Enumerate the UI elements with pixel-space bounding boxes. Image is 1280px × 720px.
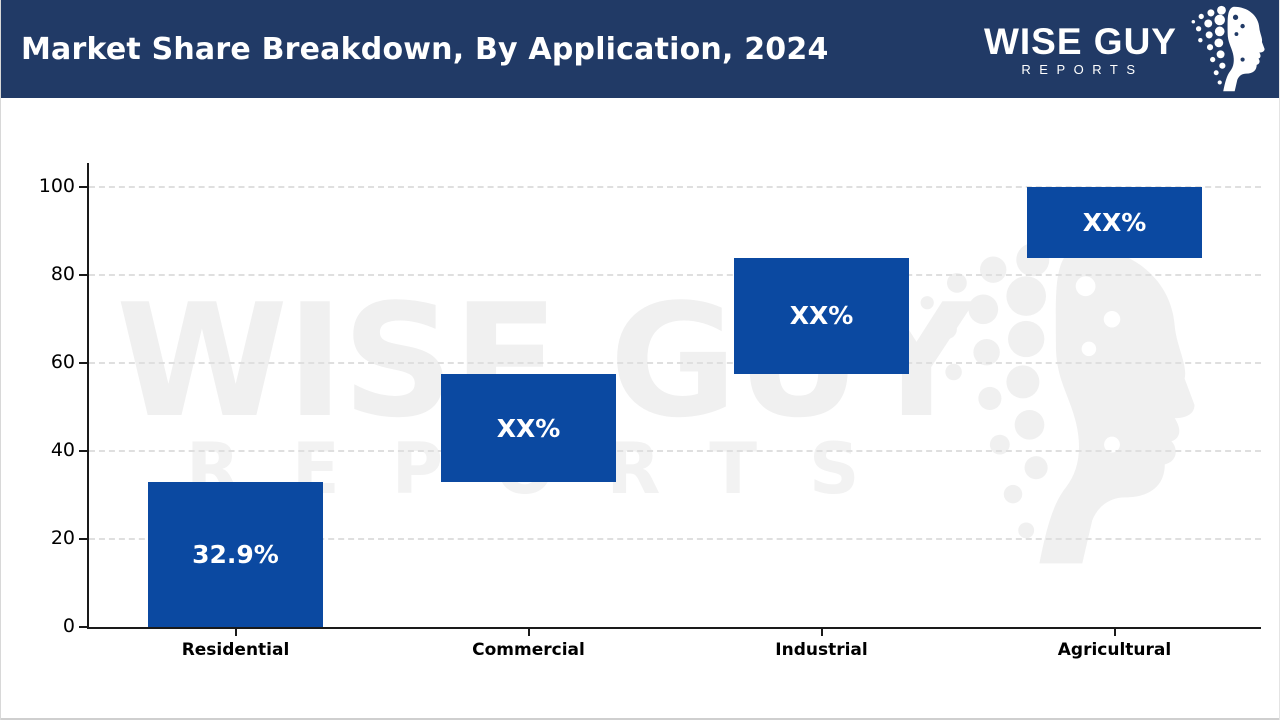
bottom-border-line bbox=[1, 718, 1279, 720]
gridline bbox=[89, 538, 1261, 540]
y-tick-mark bbox=[79, 626, 87, 628]
bar-segment: 32.9% bbox=[147, 482, 324, 627]
chart-title: Market Share Breakdown, By Application, … bbox=[21, 31, 829, 67]
x-tick-mark bbox=[1113, 629, 1116, 636]
y-tick-label: 60 bbox=[50, 351, 75, 373]
y-tick-mark bbox=[79, 362, 87, 364]
gridline bbox=[89, 186, 1261, 188]
gridline bbox=[89, 274, 1261, 276]
logo-subtitle: REPORTS bbox=[1021, 61, 1144, 77]
x-tick-mark bbox=[234, 629, 237, 636]
y-tick-label: 40 bbox=[50, 439, 75, 461]
y-tick-label: 20 bbox=[50, 527, 75, 549]
x-category-label: Commercial bbox=[472, 640, 585, 660]
bar-segment: XX% bbox=[1026, 187, 1203, 258]
bar-value-label: XX% bbox=[1082, 207, 1147, 237]
x-category-label: Residential bbox=[181, 640, 290, 660]
y-tick-label: 100 bbox=[38, 175, 75, 197]
x-axis-line bbox=[87, 627, 1261, 629]
y-tick-mark bbox=[79, 450, 87, 452]
bar-value-label: 32.9% bbox=[192, 540, 279, 570]
bar-segment: XX% bbox=[733, 257, 910, 374]
bar-value-label: XX% bbox=[496, 413, 561, 443]
wiseguy-logo-text: WISE GUY REPORTS bbox=[984, 23, 1177, 76]
gridline bbox=[89, 362, 1261, 364]
plot-area: 32.9% XX% XX% XX% bbox=[89, 165, 1261, 627]
y-tick-label: 0 bbox=[62, 615, 75, 637]
wiseguy-logo: WISE GUY REPORTS bbox=[984, 5, 1279, 93]
y-tick-label: 80 bbox=[50, 263, 75, 285]
x-tick-mark bbox=[527, 629, 530, 636]
x-tick-mark bbox=[820, 629, 823, 636]
header-bar: Market Share Breakdown, By Application, … bbox=[1, 0, 1279, 98]
bar-segment: XX% bbox=[440, 374, 617, 483]
gridline bbox=[89, 450, 1261, 452]
logo-wordmark: WISE GUY bbox=[983, 20, 1177, 62]
y-tick-mark bbox=[79, 538, 87, 540]
x-category-label: Agricultural bbox=[1057, 640, 1172, 660]
x-category-label: Industrial bbox=[775, 640, 868, 660]
y-tick-mark bbox=[79, 274, 87, 276]
y-tick-mark bbox=[79, 186, 87, 188]
y-axis-line bbox=[87, 163, 89, 629]
wiseguy-face-logo-icon bbox=[1191, 5, 1265, 92]
bar-value-label: XX% bbox=[789, 301, 854, 331]
